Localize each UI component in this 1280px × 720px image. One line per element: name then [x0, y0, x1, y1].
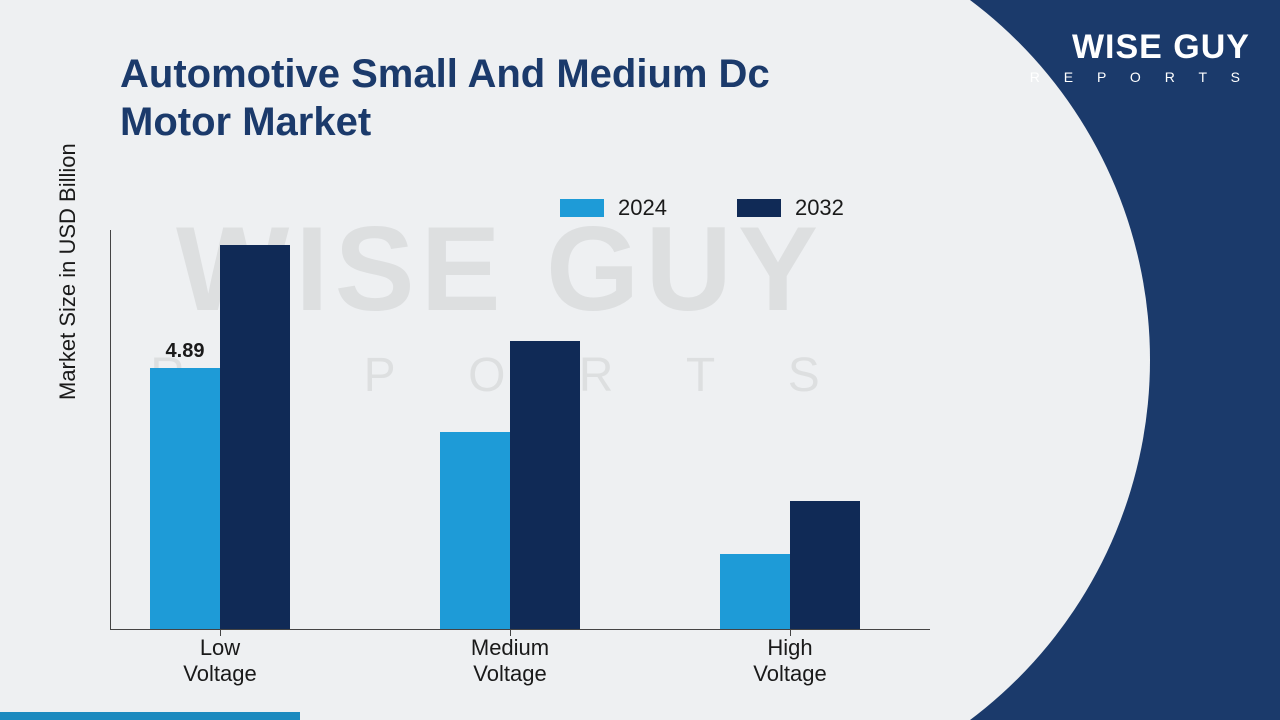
- y-axis-label: Market Size in USD Billion: [55, 143, 81, 400]
- bar-2032-1: [510, 341, 580, 629]
- category-label: MediumVoltage: [471, 635, 549, 688]
- legend-label-2024: 2024: [618, 195, 667, 221]
- category-label: LowVoltage: [183, 635, 256, 688]
- bar-2024-2: [720, 554, 790, 629]
- page-root: WISE GUY R E P O R T S WISE GUY R E P O …: [0, 0, 1280, 720]
- bar-value-label: 4.89: [166, 340, 205, 363]
- bar-2024-0: [150, 368, 220, 629]
- legend-item-2024: 2024: [560, 195, 667, 221]
- chart-title: Automotive Small And Medium Dc Motor Mar…: [120, 50, 840, 146]
- legend-label-2032: 2032: [795, 195, 844, 221]
- legend: 2024 2032: [560, 195, 844, 221]
- bar-2032-0: [220, 245, 290, 629]
- x-axis-line: [110, 629, 930, 630]
- right-panel: [960, 0, 1280, 720]
- brand-logo-main: WISE GUY: [1030, 30, 1250, 66]
- bottom-accent-strip: [0, 712, 300, 720]
- brand-logo-sub: R E P O R T S: [1030, 70, 1250, 85]
- legend-swatch-2032: [737, 199, 781, 217]
- legend-swatch-2024: [560, 199, 604, 217]
- brand-logo: WISE GUY R E P O R T S: [1030, 30, 1250, 84]
- bar-2032-2: [790, 501, 860, 629]
- plot-area: 4.89LowVoltageMediumVoltageHighVoltage: [110, 230, 930, 630]
- bar-2024-1: [440, 432, 510, 629]
- legend-item-2032: 2032: [737, 195, 844, 221]
- category-label: HighVoltage: [753, 635, 826, 688]
- y-axis-line: [110, 230, 111, 630]
